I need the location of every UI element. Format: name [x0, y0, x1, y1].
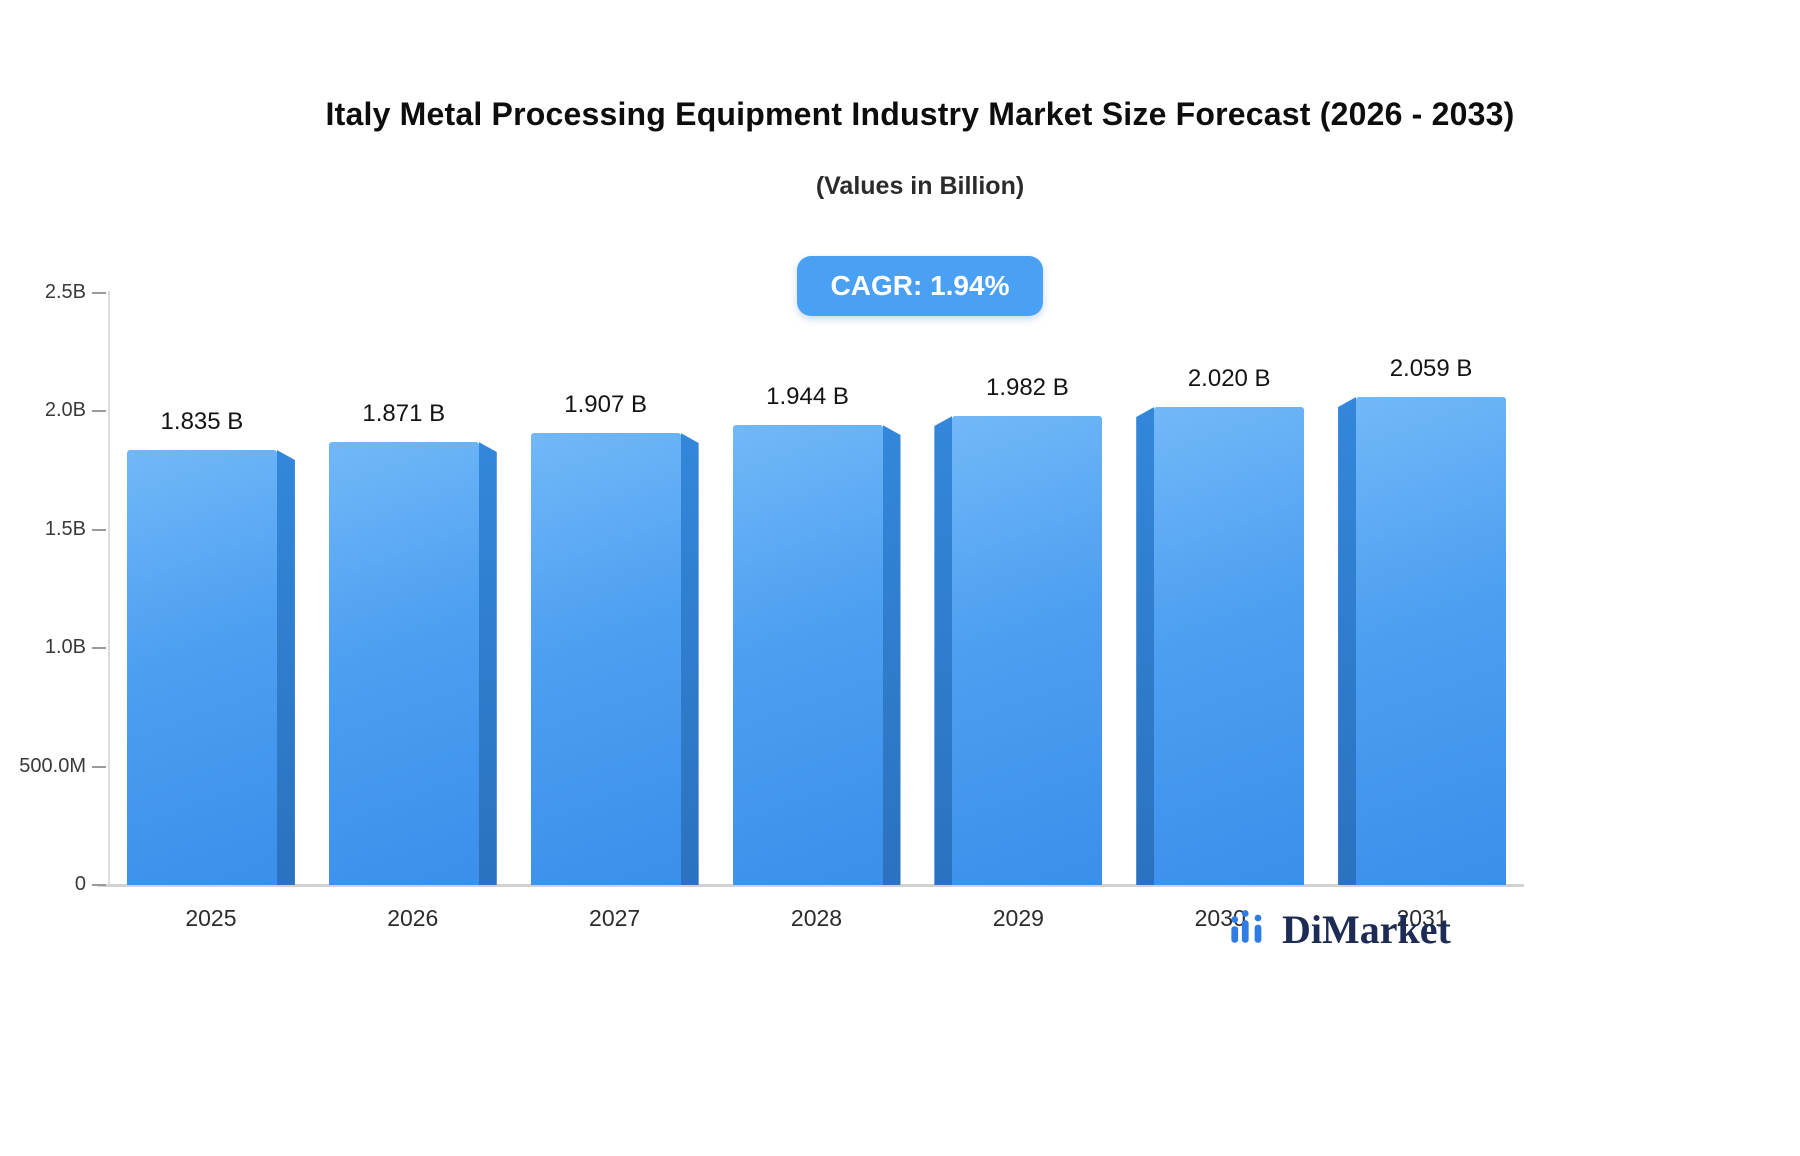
brand-logo: DiMarket: [1228, 903, 1451, 950]
y-tick-mark: [92, 765, 106, 768]
x-axis-label: 2028: [790, 905, 843, 931]
y-tick-label: 1.5B: [44, 517, 86, 540]
bar-side: [680, 433, 699, 885]
x-axis-label: 2031: [1396, 905, 1448, 931]
bar-face: [530, 433, 681, 885]
x-axis-label: 2026: [387, 905, 439, 931]
cagr-badge: CAGR: 1.94%: [796, 256, 1044, 316]
x-axis-line: [98, 884, 1524, 887]
bar-2026: [328, 442, 497, 885]
bar-2028: [732, 425, 901, 885]
x-axis-label: 2027: [589, 905, 641, 931]
cagr-badge-row: CAGR: 1.94%: [40, 256, 1800, 316]
bar-value-label: 1.982 B: [985, 374, 1069, 401]
y-tick-label: 0: [74, 873, 86, 895]
y-tick-mark: [92, 410, 106, 413]
bar-value-label: 1.944 B: [766, 383, 849, 410]
bar-side: [934, 416, 953, 885]
y-tick-label: 500.0M: [19, 754, 86, 777]
y-axis-line: [108, 291, 110, 885]
x-axis-label: 2025: [185, 905, 237, 931]
page-title: Italy Metal Processing Equipment Industr…: [325, 96, 1515, 132]
bar-value-label: 1.871 B: [362, 400, 446, 427]
bar-value-label: 1.835 B: [160, 408, 244, 435]
bar-face: [1154, 407, 1305, 885]
bar-value-label: 1.907 B: [564, 391, 647, 418]
bar-side: [1338, 397, 1357, 885]
bar-face: [1356, 397, 1507, 885]
bar-chart-dots-icon: [1228, 903, 1270, 950]
x-axis-label: 2029: [992, 905, 1044, 931]
y-tick-label: 2.0B: [44, 399, 86, 422]
brand-wordmark: DiMarket: [1282, 907, 1451, 952]
bar-value-label: 2.059 B: [1389, 355, 1473, 382]
y-tick-mark: [92, 292, 106, 294]
y-tick-label: 1.0B: [44, 636, 86, 659]
bar-2030: [1136, 407, 1305, 885]
bar-2029: [934, 416, 1103, 885]
bar-2025: [126, 450, 295, 885]
bar-face: [952, 416, 1103, 885]
bar-2027: [530, 433, 699, 885]
bar-face: [732, 425, 883, 885]
bar-face: [328, 442, 479, 885]
bar-value-label: 2.020 B: [1187, 365, 1271, 392]
y-tick-mark: [92, 528, 106, 531]
bar-2031: [1338, 397, 1507, 885]
bar-side: [1136, 407, 1155, 885]
y-tick-mark: [92, 884, 106, 886]
bar-side: [276, 450, 295, 885]
y-tick-mark: [92, 647, 106, 650]
y-tick-label: 2.5B: [44, 281, 86, 303]
chart-subtitle: (Values in Billion): [815, 172, 1025, 200]
bar-face: [126, 450, 277, 885]
bar-side: [478, 442, 497, 885]
bar-side: [882, 425, 901, 885]
